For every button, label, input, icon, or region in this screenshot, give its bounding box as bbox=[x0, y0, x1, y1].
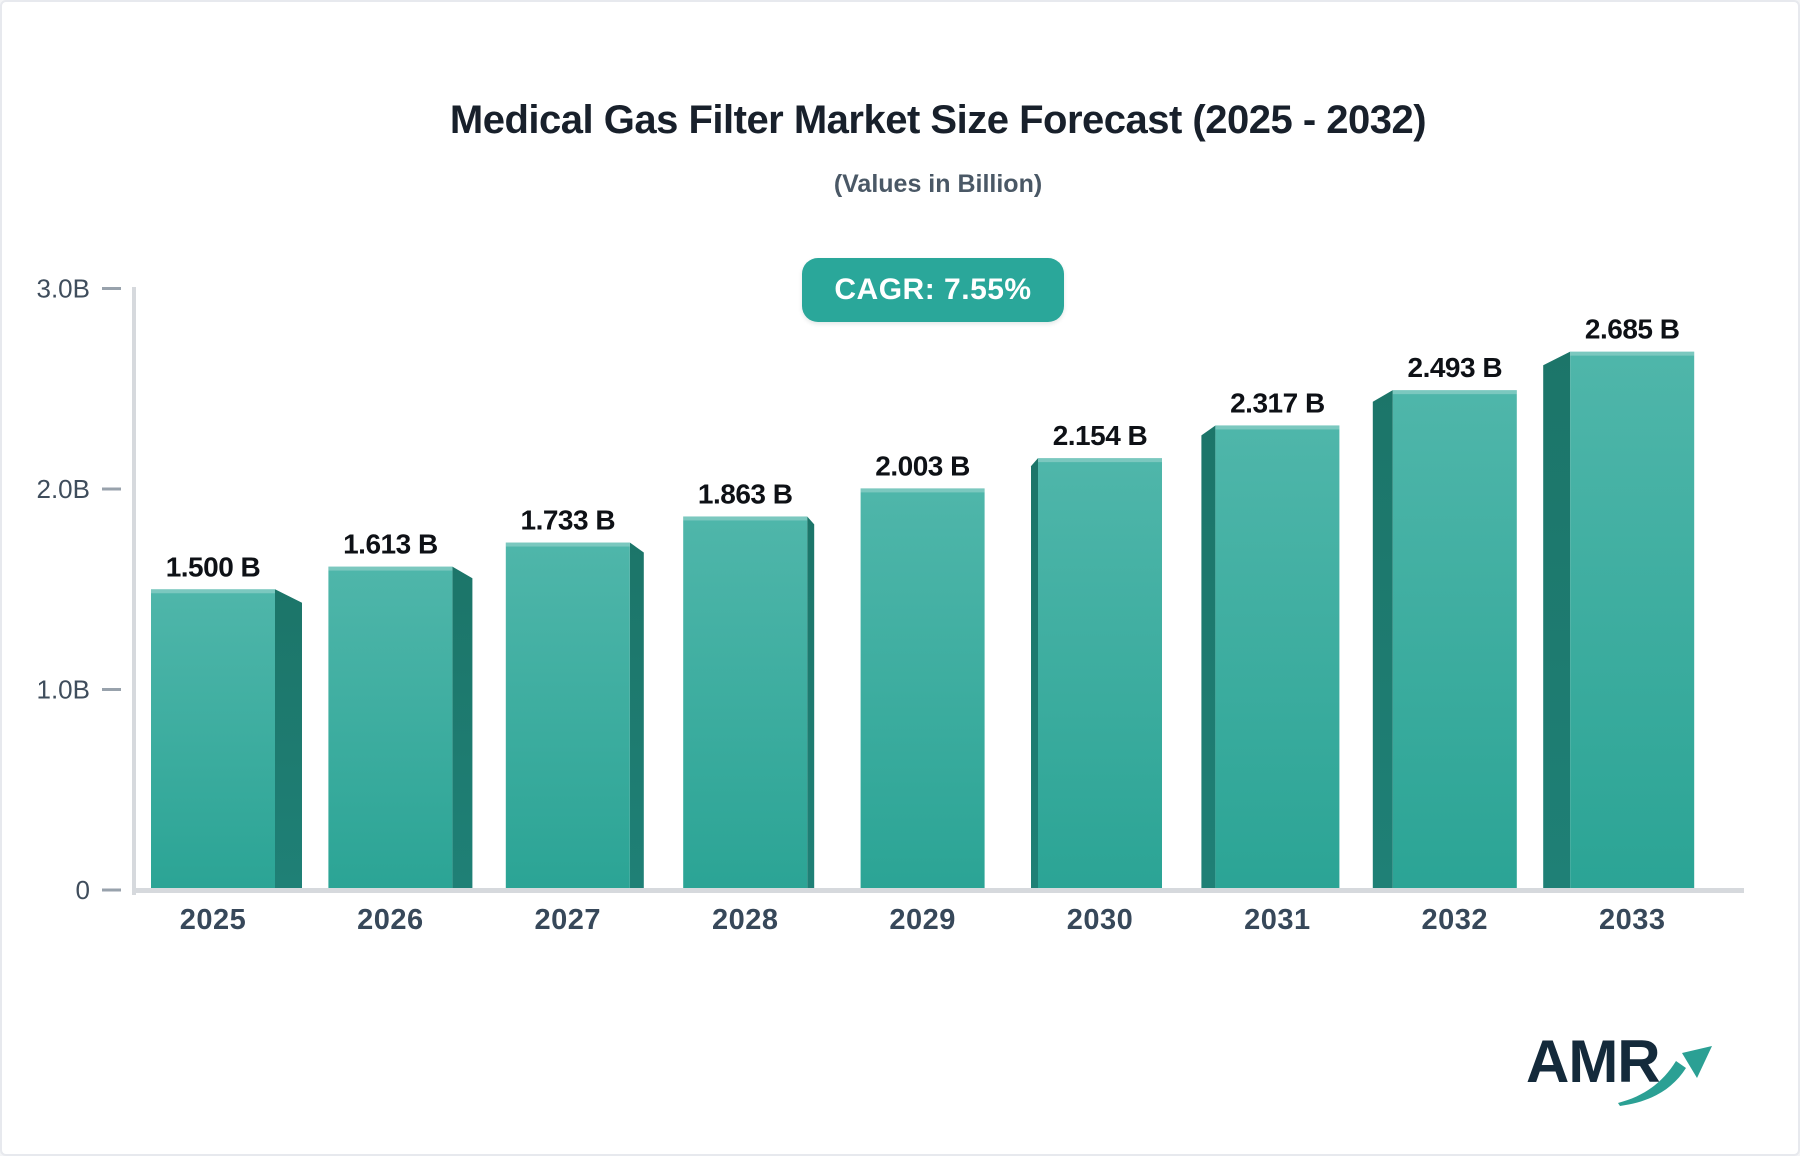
x-axis-label-2026: 2026 bbox=[357, 904, 424, 936]
x-axis-label-2028: 2028 bbox=[712, 904, 779, 936]
bar-side-2025 bbox=[275, 589, 302, 890]
bar-value-label: 2.493 B bbox=[1408, 352, 1503, 383]
bar-2027 bbox=[505, 542, 630, 890]
amr-logo-text: AMR bbox=[1526, 1028, 1661, 1095]
bar-side-2033 bbox=[1543, 351, 1571, 891]
y-tick-dash bbox=[102, 688, 121, 691]
bar-top-highlight bbox=[151, 589, 275, 594]
y-tick-label: 3.0B bbox=[37, 274, 91, 304]
chart-title: Medical Gas Filter Market Size Forecast … bbox=[449, 98, 1427, 142]
bar-top-highlight bbox=[1038, 458, 1162, 463]
bar-top-highlight bbox=[1215, 425, 1340, 430]
y-tick-label: 0 bbox=[76, 875, 90, 905]
bar-value-label: 2.317 B bbox=[1230, 387, 1325, 418]
bar-2028 bbox=[683, 516, 808, 890]
bar-value-label: 2.685 B bbox=[1585, 314, 1680, 345]
bar-top-highlight bbox=[860, 488, 985, 493]
x-axis-label-2031: 2031 bbox=[1244, 904, 1311, 936]
bar-top-highlight bbox=[505, 542, 630, 547]
x-axis-label-2032: 2032 bbox=[1422, 904, 1489, 936]
growth-arrow-icon bbox=[1618, 1046, 1712, 1106]
bar-value-label: 1.733 B bbox=[521, 505, 616, 536]
bar-top-highlight bbox=[328, 566, 453, 571]
x-axis-label-2030: 2030 bbox=[1067, 904, 1134, 936]
bar-2029 bbox=[860, 488, 985, 890]
bar-2030 bbox=[1038, 458, 1162, 890]
y-tick-label: 1.0B bbox=[37, 675, 91, 705]
bar-side-2031 bbox=[1201, 425, 1216, 890]
x-axis-label-2027: 2027 bbox=[535, 904, 602, 936]
bar-side-2026 bbox=[452, 566, 473, 890]
bar-2033 bbox=[1570, 351, 1695, 891]
bar-2031 bbox=[1215, 425, 1340, 890]
bar-value-label: 1.613 B bbox=[343, 529, 438, 560]
y-tick-dash bbox=[102, 287, 121, 290]
amr-logo: AMR bbox=[1526, 1032, 1716, 1112]
x-axis-label-2029: 2029 bbox=[889, 904, 956, 936]
bar-value-label: 1.863 B bbox=[698, 478, 793, 509]
x-axis-label-2033: 2033 bbox=[1599, 904, 1666, 936]
x-axis-label-2025: 2025 bbox=[180, 904, 247, 936]
bar-side-2028 bbox=[807, 516, 815, 890]
bar-2026 bbox=[328, 566, 453, 890]
bar-side-2032 bbox=[1372, 390, 1393, 890]
chart-subtitle: (Values in Billion) bbox=[833, 170, 1043, 198]
bar-2032 bbox=[1392, 390, 1517, 890]
x-axis-line bbox=[132, 888, 1744, 893]
bar-value-label: 1.500 B bbox=[166, 551, 261, 582]
bar-value-label: 2.154 B bbox=[1053, 420, 1148, 451]
y-axis-line bbox=[132, 287, 136, 895]
bar-top-highlight bbox=[1392, 390, 1517, 395]
bar-side-2030 bbox=[1031, 458, 1038, 890]
y-tick-dash bbox=[102, 487, 121, 491]
bar-top-highlight bbox=[683, 516, 808, 521]
cagr-badge: CAGR: 7.55% bbox=[802, 258, 1064, 322]
bar-value-label: 2.003 B bbox=[875, 450, 970, 481]
bar-top-highlight bbox=[1570, 351, 1695, 356]
y-tick-label: 2.0B bbox=[37, 474, 91, 504]
y-tick-dash bbox=[102, 888, 121, 892]
bar-2025 bbox=[151, 589, 275, 890]
bar-side-2027 bbox=[629, 542, 644, 890]
